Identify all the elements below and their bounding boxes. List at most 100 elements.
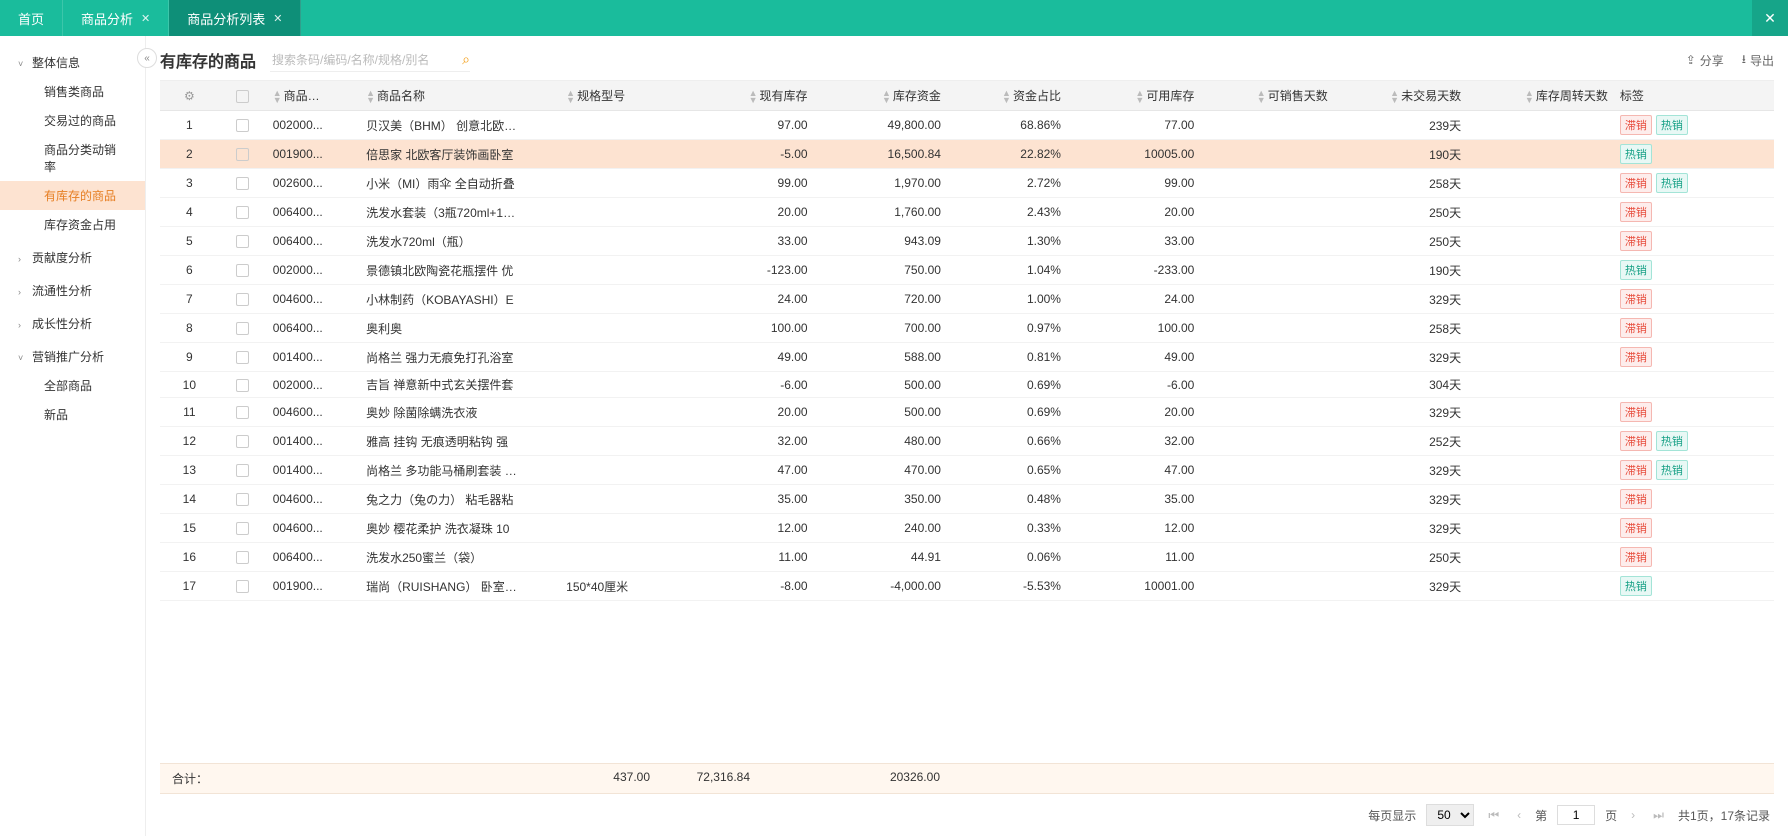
select-all-checkbox[interactable]: [236, 90, 249, 103]
table-row[interactable]: 3002600...小米（MI）雨伞 全自动折叠99.001,970.002.7…: [160, 169, 1774, 198]
nav-item-0-0[interactable]: 销售类商品: [0, 77, 145, 106]
table-row[interactable]: 1002000...贝汉美（BHM） 创意北欧…97.0049,800.0068…: [160, 111, 1774, 140]
nav-group-3[interactable]: ›成长性分析: [0, 309, 145, 338]
per-page-select[interactable]: 50: [1426, 804, 1474, 826]
cell-sale_days: [1200, 543, 1333, 572]
sort-icon: ▲▼: [566, 90, 575, 104]
table-row[interactable]: 17001900...瑞尚（RUISHANG） 卧室…150*40厘米-8.00…: [160, 572, 1774, 601]
pager-next-button[interactable]: ›: [1627, 808, 1639, 822]
table-row[interactable]: 14004600...兔之力（兔の力） 粘毛器粘35.00350.000.48%…: [160, 485, 1774, 514]
row-checkbox[interactable]: [236, 406, 249, 419]
share-button[interactable]: ⇪ 分享: [1686, 50, 1724, 71]
row-checkbox[interactable]: [236, 464, 249, 477]
cell-cb: [219, 314, 267, 343]
nav-group-0[interactable]: ˅整体信息: [0, 48, 145, 77]
col-name[interactable]: ▲▼商品名称: [360, 81, 560, 111]
pager-prev-button[interactable]: ‹: [1513, 808, 1525, 822]
nav-item-0-3[interactable]: 有库存的商品: [0, 181, 145, 210]
row-checkbox[interactable]: [236, 264, 249, 277]
cell-spec: [560, 227, 680, 256]
col-stock[interactable]: ▲▼现有库存: [680, 81, 813, 111]
row-checkbox[interactable]: [236, 293, 249, 306]
pager-total: 共1页，17条记录: [1678, 807, 1770, 824]
table-row[interactable]: 10002000...吉旨 禅意新中式玄关摆件套-6.00500.000.69%…: [160, 372, 1774, 398]
nav-group-label: 贡献度分析: [32, 251, 92, 265]
col-code[interactable]: ▲▼商品…: [267, 81, 360, 111]
nav-group-1[interactable]: ›贡献度分析: [0, 243, 145, 272]
row-checkbox[interactable]: [236, 148, 249, 161]
row-checkbox[interactable]: [236, 235, 249, 248]
col-label: 商品…: [284, 89, 320, 103]
col-sale_days[interactable]: ▲▼可销售天数: [1200, 81, 1333, 111]
row-checkbox[interactable]: [236, 177, 249, 190]
tag-stall: 滞销: [1620, 431, 1652, 451]
row-checkbox[interactable]: [236, 119, 249, 132]
nav-item-4-0[interactable]: 全部商品: [0, 371, 145, 400]
table-row[interactable]: 5006400...洗发水720ml（瓶）33.00943.091.30%33.…: [160, 227, 1774, 256]
table-row[interactable]: 4006400...洗发水套装（3瓶720ml+1…20.001,760.002…: [160, 198, 1774, 227]
tab-2[interactable]: 商品分析列表✕: [169, 0, 301, 36]
cell-no_trade: 329天: [1334, 285, 1467, 314]
row-checkbox[interactable]: [236, 522, 249, 535]
col-spec[interactable]: ▲▼规格型号: [560, 81, 680, 111]
table-row[interactable]: 11004600...奥妙 除菌除螨洗衣液20.00500.000.69%20.…: [160, 398, 1774, 427]
row-checkbox[interactable]: [236, 493, 249, 506]
share-icon: ⇪: [1686, 53, 1696, 67]
row-checkbox[interactable]: [236, 322, 249, 335]
tag-stall: 滞销: [1620, 402, 1652, 422]
cell-tags: 滞销: [1614, 227, 1774, 256]
col-pct[interactable]: ▲▼资金占比: [947, 81, 1067, 111]
table-row[interactable]: 9001400...尚格兰 强力无痕免打孔浴室49.00588.000.81%4…: [160, 343, 1774, 372]
tab-0[interactable]: 首页: [0, 0, 63, 36]
search-button[interactable]: ⌕: [462, 51, 470, 68]
table-row[interactable]: 16006400...洗发水250蜜兰（袋）11.0044.910.06%11.…: [160, 543, 1774, 572]
nav-item-0-1[interactable]: 交易过的商品: [0, 106, 145, 135]
tab-close-icon[interactable]: ✕: [141, 12, 150, 25]
table-row[interactable]: 7004600...小林制药（KOBAYASHI）E24.00720.001.0…: [160, 285, 1774, 314]
nav-group-4[interactable]: ˅营销推广分析: [0, 342, 145, 371]
nav-item-0-2[interactable]: 商品分类动销率: [0, 135, 145, 181]
row-checkbox[interactable]: [236, 580, 249, 593]
sidebar: « ˅整体信息销售类商品交易过的商品商品分类动销率有库存的商品库存资金占用›贡献…: [0, 36, 146, 836]
gear-icon[interactable]: ⚙: [184, 89, 195, 103]
table-row[interactable]: 12001400...雅高 挂钩 无痕透明粘钩 强32.00480.000.66…: [160, 427, 1774, 456]
col-turn_days[interactable]: ▲▼库存周转天数: [1467, 81, 1614, 111]
pager-page-input[interactable]: [1557, 805, 1595, 825]
table-row[interactable]: 2001900...倍思家 北欧客厅装饰画卧室-5.0016,500.8422.…: [160, 140, 1774, 169]
tab-1[interactable]: 商品分析 ✕: [63, 0, 169, 36]
table-row[interactable]: 6002000...景德镇北欧陶瓷花瓶摆件 优-123.00750.001.04…: [160, 256, 1774, 285]
row-checkbox[interactable]: [236, 206, 249, 219]
tab-close-icon[interactable]: ✕: [273, 12, 282, 25]
global-close-button[interactable]: ✕: [1752, 0, 1788, 36]
cell-code: 002000...: [267, 111, 360, 140]
table-row[interactable]: 15004600...奥妙 樱花柔护 洗衣凝珠 1012.00240.000.3…: [160, 514, 1774, 543]
sidebar-collapse-button[interactable]: «: [137, 48, 157, 68]
search-input[interactable]: [270, 49, 470, 72]
cell-sale_days: [1200, 372, 1333, 398]
pager-first-button[interactable]: ⏮: [1484, 808, 1503, 823]
export-button[interactable]: ⭳ 导出: [1742, 50, 1774, 71]
cell-fund: -4,000.00: [814, 572, 947, 601]
col-fund[interactable]: ▲▼库存资金: [814, 81, 947, 111]
cell-fund: 1,760.00: [814, 198, 947, 227]
cell-no_trade: 258天: [1334, 169, 1467, 198]
row-checkbox[interactable]: [236, 379, 249, 392]
col-no_trade[interactable]: ▲▼未交易天数: [1334, 81, 1467, 111]
pager-last-button[interactable]: ⏭: [1649, 808, 1668, 823]
cell-stock: -123.00: [680, 256, 813, 285]
col-avail[interactable]: ▲▼可用库存: [1067, 81, 1200, 111]
row-checkbox[interactable]: [236, 435, 249, 448]
nav-item-4-1[interactable]: 新品: [0, 400, 145, 429]
nav-group-2[interactable]: ›流通性分析: [0, 276, 145, 305]
nav-item-0-4[interactable]: 库存资金占用: [0, 210, 145, 239]
tab-label: 商品分析: [81, 9, 133, 28]
row-checkbox[interactable]: [236, 551, 249, 564]
table-row[interactable]: 8006400...奥利奥100.00700.000.97%100.00258天…: [160, 314, 1774, 343]
cell-gear: 6: [160, 256, 219, 285]
cell-pct: 0.81%: [947, 343, 1067, 372]
cell-fund: 943.09: [814, 227, 947, 256]
cell-gear: 5: [160, 227, 219, 256]
cell-stock: -8.00: [680, 572, 813, 601]
table-row[interactable]: 13001400...尚格兰 多功能马桶刷套装 …47.00470.000.65…: [160, 456, 1774, 485]
row-checkbox[interactable]: [236, 351, 249, 364]
